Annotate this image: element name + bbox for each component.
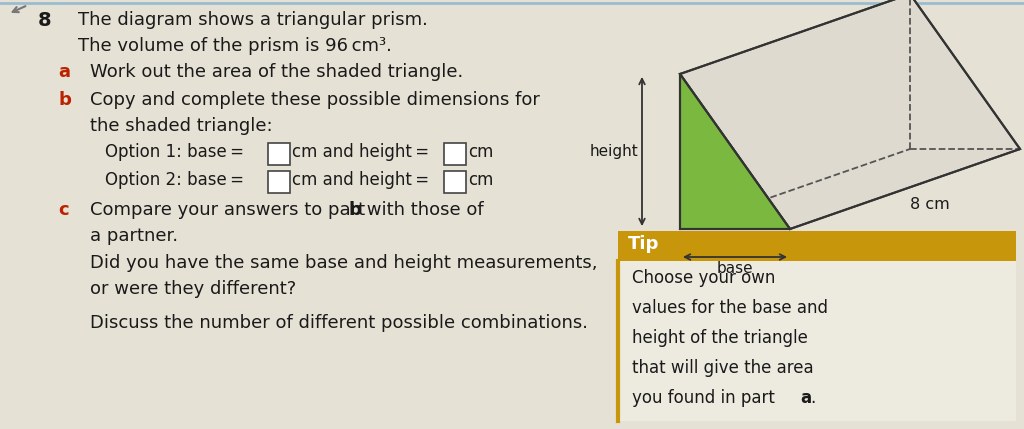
Text: Work out the area of the shaded triangle.: Work out the area of the shaded triangle…: [90, 63, 463, 81]
Bar: [444, 171, 466, 193]
Text: c: c: [58, 201, 69, 219]
Text: Tip: Tip: [628, 235, 659, 253]
Text: base: base: [717, 261, 754, 276]
Bar: [268, 143, 290, 165]
Bar: [618, 231, 1016, 261]
Polygon shape: [680, 0, 1020, 229]
Text: b: b: [348, 201, 360, 219]
Text: height of the triangle: height of the triangle: [632, 329, 808, 347]
Text: Choose your own: Choose your own: [632, 269, 775, 287]
Text: Copy and complete these possible dimensions for: Copy and complete these possible dimensi…: [90, 91, 540, 109]
Bar: [618, 261, 1016, 421]
Text: The volume of the prism is 96 cm³.: The volume of the prism is 96 cm³.: [78, 37, 392, 55]
Text: The diagram shows a triangular prism.: The diagram shows a triangular prism.: [78, 11, 428, 29]
Text: Did you have the same base and height measurements,: Did you have the same base and height me…: [90, 254, 597, 272]
Text: Option 1: base =: Option 1: base =: [105, 143, 244, 161]
Text: cm and height =: cm and height =: [292, 143, 429, 161]
Text: with those of: with those of: [361, 201, 483, 219]
Text: Option 2: base =: Option 2: base =: [105, 171, 244, 189]
Text: 8: 8: [38, 11, 51, 30]
Text: or were they different?: or were they different?: [90, 280, 296, 298]
Text: cm: cm: [468, 143, 494, 161]
Text: values for the base and: values for the base and: [632, 299, 828, 317]
Text: the shaded triangle:: the shaded triangle:: [90, 117, 272, 135]
Polygon shape: [680, 74, 790, 229]
Text: b: b: [58, 91, 71, 109]
Text: 8 cm: 8 cm: [910, 197, 949, 212]
Text: that will give the area: that will give the area: [632, 359, 814, 377]
Text: Compare your answers to part: Compare your answers to part: [90, 201, 371, 219]
Bar: [444, 143, 466, 165]
Text: cm: cm: [468, 171, 494, 189]
Text: a: a: [800, 389, 811, 407]
Text: cm and height =: cm and height =: [292, 171, 429, 189]
Text: a partner.: a partner.: [90, 227, 178, 245]
Text: you found in part: you found in part: [632, 389, 780, 407]
Text: a: a: [58, 63, 70, 81]
Text: Discuss the number of different possible combinations.: Discuss the number of different possible…: [90, 314, 588, 332]
Bar: [268, 171, 290, 193]
Text: .: .: [810, 389, 815, 407]
Text: height: height: [590, 144, 639, 159]
